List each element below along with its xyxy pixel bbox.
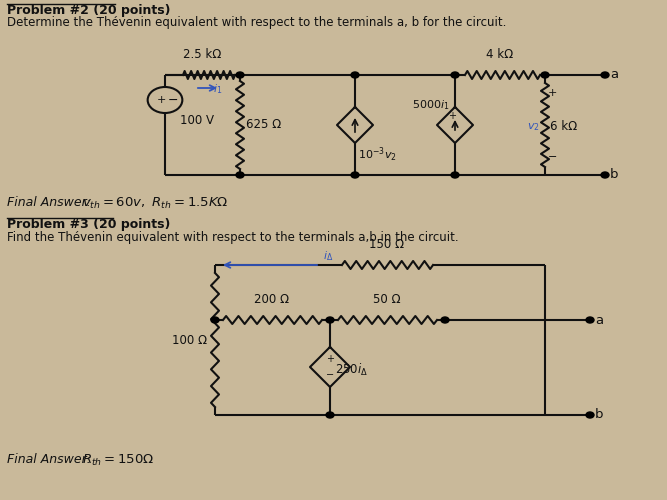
Text: $10^{-3}v_2$: $10^{-3}v_2$ bbox=[358, 146, 397, 165]
Circle shape bbox=[211, 317, 219, 323]
Text: −: − bbox=[168, 94, 178, 106]
Circle shape bbox=[351, 172, 359, 178]
Circle shape bbox=[236, 172, 244, 178]
Text: +: + bbox=[448, 111, 456, 121]
Text: 100 V: 100 V bbox=[180, 114, 214, 128]
Text: 100 Ω: 100 Ω bbox=[172, 334, 207, 346]
Text: Find the Thévenin equivalent with respect to the terminals a,b in the circuit.: Find the Thévenin equivalent with respec… bbox=[7, 231, 459, 244]
Text: 6 kΩ: 6 kΩ bbox=[550, 120, 577, 134]
Circle shape bbox=[601, 172, 609, 178]
Text: Final Answer:: Final Answer: bbox=[7, 453, 95, 466]
Text: a: a bbox=[610, 68, 618, 82]
Circle shape bbox=[451, 172, 459, 178]
Text: 50 Ω: 50 Ω bbox=[374, 293, 401, 306]
Circle shape bbox=[351, 72, 359, 78]
Text: b: b bbox=[610, 168, 618, 181]
Text: 625 Ω: 625 Ω bbox=[246, 118, 281, 132]
Text: $i_\Delta$: $i_\Delta$ bbox=[323, 249, 334, 263]
Text: $v_2$: $v_2$ bbox=[528, 121, 540, 133]
Text: b: b bbox=[595, 408, 604, 422]
Text: Final Answer:: Final Answer: bbox=[7, 196, 95, 209]
Text: −: − bbox=[548, 152, 558, 162]
Circle shape bbox=[326, 412, 334, 418]
Text: +: + bbox=[548, 88, 558, 98]
Text: +: + bbox=[326, 354, 334, 364]
Circle shape bbox=[236, 72, 244, 78]
Text: 4 kΩ: 4 kΩ bbox=[486, 48, 514, 61]
Text: 200 Ω: 200 Ω bbox=[254, 293, 289, 306]
Circle shape bbox=[586, 412, 594, 418]
Text: $v_{th} = 60v,\ R_{th} = 1.5K\Omega$: $v_{th} = 60v,\ R_{th} = 1.5K\Omega$ bbox=[82, 196, 229, 211]
Circle shape bbox=[586, 317, 594, 323]
Circle shape bbox=[326, 317, 334, 323]
Circle shape bbox=[451, 72, 459, 78]
Text: +: + bbox=[157, 95, 166, 105]
Text: 2.5 kΩ: 2.5 kΩ bbox=[183, 48, 221, 61]
Text: Problem #2 (20 points): Problem #2 (20 points) bbox=[7, 4, 171, 17]
Text: 150 Ω: 150 Ω bbox=[370, 238, 405, 251]
Circle shape bbox=[441, 317, 449, 323]
Circle shape bbox=[541, 72, 549, 78]
Text: a: a bbox=[595, 314, 603, 326]
Text: $250i_\Delta$: $250i_\Delta$ bbox=[335, 362, 368, 378]
Circle shape bbox=[601, 72, 609, 78]
Text: $R_{th} = 150\Omega$: $R_{th} = 150\Omega$ bbox=[82, 453, 154, 468]
Text: $i_1$: $i_1$ bbox=[213, 82, 222, 96]
Text: −: − bbox=[326, 370, 334, 380]
Text: $5000i_1$: $5000i_1$ bbox=[412, 98, 450, 112]
Text: Determine the Thévenin equivalent with respect to the terminals a, b for the cir: Determine the Thévenin equivalent with r… bbox=[7, 16, 506, 29]
Text: Problem #3 (20 points): Problem #3 (20 points) bbox=[7, 218, 170, 231]
